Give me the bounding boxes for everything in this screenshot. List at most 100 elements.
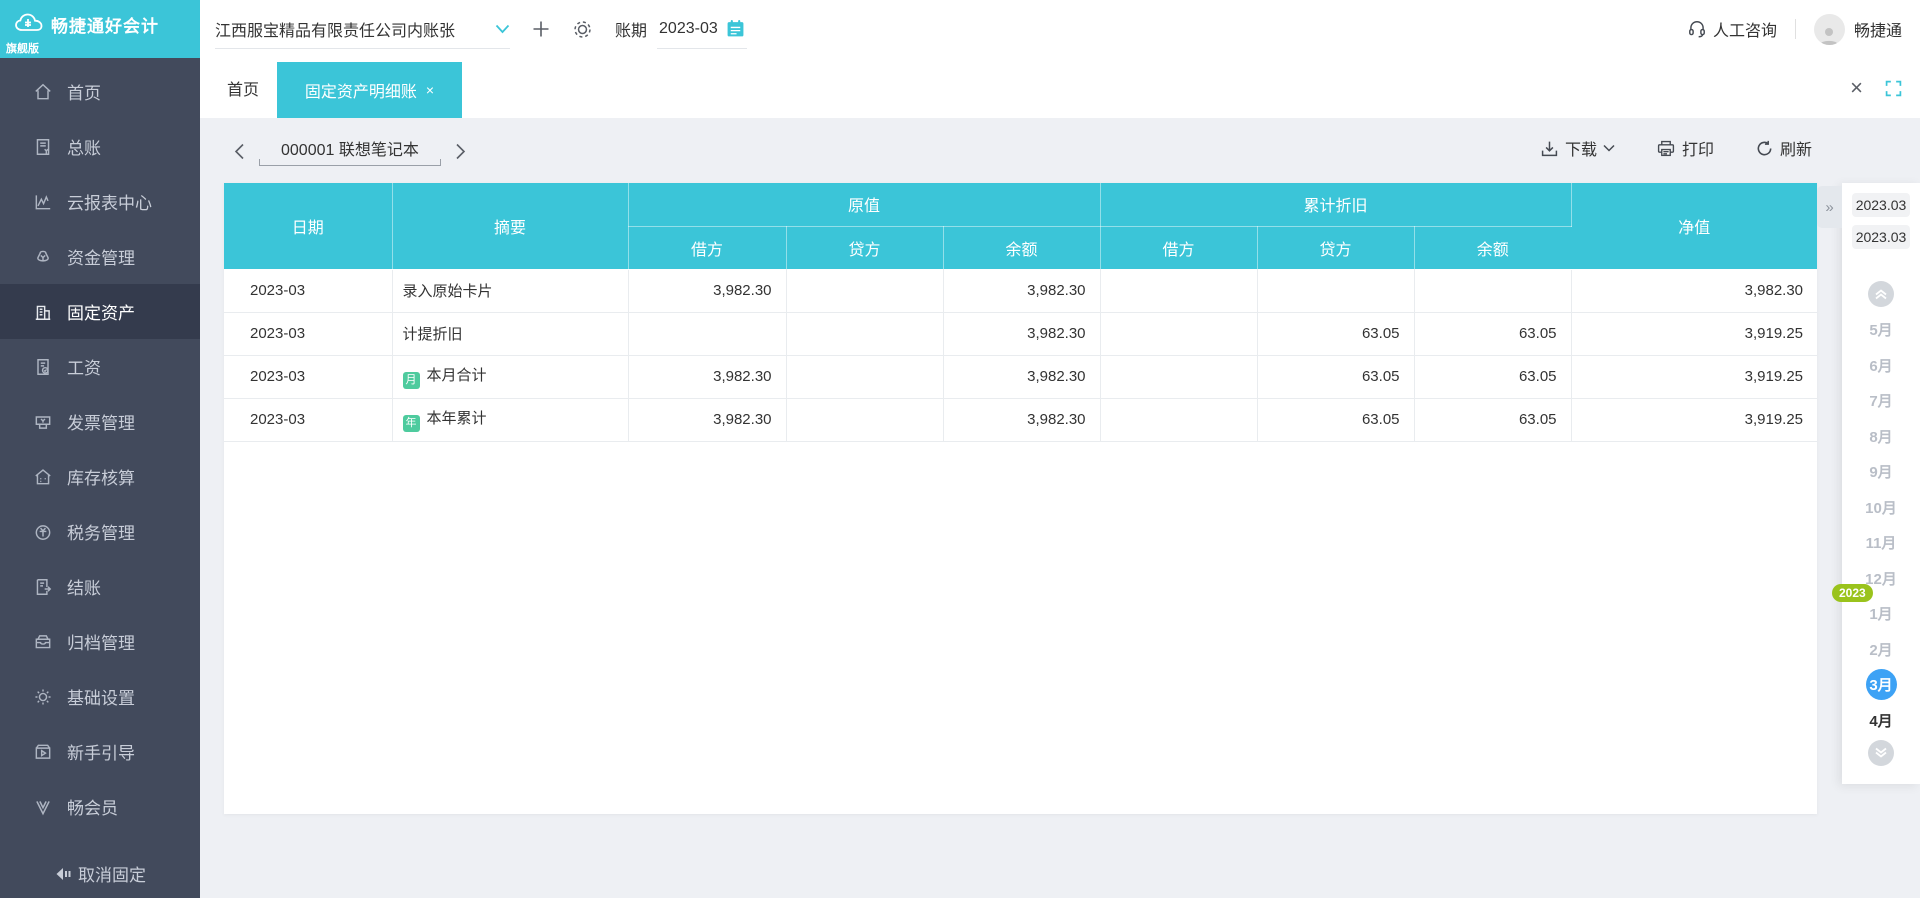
month-item[interactable]: 4月 [1869, 712, 1893, 730]
sidebar-item-label: 畅会员 [67, 799, 118, 818]
sidebar-item-inventory[interactable]: 库存核算 [0, 449, 200, 504]
month-item[interactable]: 6月 [1869, 357, 1893, 375]
support-label: 人工咨询 [1712, 23, 1777, 40]
ledger-icon [33, 137, 53, 157]
cell-summary: 年本年累计 [392, 398, 629, 442]
fullscreen-icon[interactable] [1885, 80, 1902, 97]
gear-icon [574, 20, 591, 38]
sidebar-item-guide[interactable]: 新手引导 [0, 724, 200, 779]
refresh-button[interactable]: 刷新 [1756, 136, 1812, 160]
chevron-up-icon [1875, 289, 1887, 300]
asset-record-selector[interactable]: 000001 联想笔记本 [259, 136, 441, 166]
sidebar-item-tax[interactable]: 税务管理 [0, 504, 200, 559]
cell-net: 3,919.25 [1571, 312, 1818, 356]
sidebar-item-label: 固定资产 [67, 304, 135, 323]
month-item[interactable]: 2月 [1869, 641, 1893, 659]
add-account-button[interactable] [532, 20, 550, 38]
next-record-icon[interactable] [449, 139, 472, 164]
sidebar-item-general-ledger[interactable]: 总账 [0, 119, 200, 174]
support-button[interactable]: 人工咨询 [1687, 17, 1777, 41]
prev-record-icon[interactable] [228, 139, 251, 164]
sidebar-item-cloud-report[interactable]: 云报表中心 [0, 174, 200, 229]
avatar[interactable] [1813, 13, 1845, 45]
sidebar-item-member[interactable]: 畅会员 [0, 779, 200, 834]
col-header-debit: 借方 [628, 226, 787, 269]
table-row: 2023-03 计提折旧 3,982.30 63.05 63.05 3,919.… [224, 312, 1818, 356]
month-item[interactable]: 12月 [1865, 570, 1897, 588]
months-scroll-up-button[interactable] [1868, 281, 1894, 307]
asset-record-nav: 000001 联想笔记本 [228, 132, 472, 170]
collapse-icon [56, 867, 71, 880]
month-item[interactable]: 9月 [1869, 464, 1893, 482]
month-item[interactable]: 1月 [1869, 606, 1893, 624]
sidebar-item-label: 基础设置 [67, 689, 135, 708]
period-panel-expander[interactable]: » [1817, 186, 1842, 228]
col-header-summary: 摘要 [392, 183, 629, 270]
company-selector[interactable]: 江西服宝精品有限责任公司内账张 [215, 9, 510, 49]
cell-summary: 计提折旧 [392, 312, 629, 356]
period-picker[interactable]: 2023-03 [657, 9, 747, 49]
tab-home[interactable]: 首页 [226, 82, 259, 99]
sidebar-item-closing[interactable]: 结账 [0, 559, 200, 614]
print-icon [1657, 140, 1675, 156]
print-label: 打印 [1681, 142, 1714, 159]
months-scroll-down-button[interactable] [1868, 740, 1894, 766]
username[interactable]: 畅捷通 [1853, 23, 1902, 40]
cell-ov-balance: 3,982.30 [943, 312, 1101, 356]
sidebar-item-label: 云报表中心 [67, 194, 152, 213]
inventory-icon [33, 467, 53, 487]
account-settings-button[interactable] [572, 19, 593, 40]
cell-ov-credit [786, 398, 944, 442]
month-item[interactable]: 7月 [1869, 393, 1893, 411]
sidebar-item-settings[interactable]: 基础设置 [0, 669, 200, 724]
settings-icon [33, 687, 53, 707]
download-button[interactable]: 下载 [1541, 136, 1615, 160]
refresh-label: 刷新 [1779, 142, 1812, 159]
month-item-selected[interactable]: 3月 [1842, 667, 1920, 703]
sidebar-item-home[interactable]: 首页 [0, 64, 200, 119]
download-label: 下载 [1564, 142, 1597, 159]
month-item[interactable]: 11月 [1865, 535, 1897, 553]
sidebar-item-fund[interactable]: 资金管理 [0, 229, 200, 284]
tab-fixed-asset-ledger[interactable]: 固定资产明细账 × [277, 62, 462, 118]
cell-net: 3,982.30 [1571, 269, 1818, 313]
cell-dep-debit [1100, 355, 1258, 399]
cell-ov-debit: 3,982.30 [628, 355, 787, 399]
sidebar-item-archive[interactable]: 归档管理 [0, 614, 200, 669]
home-icon [33, 82, 53, 102]
sidebar-item-fixed-assets[interactable]: 固定资产 [0, 284, 200, 339]
unpin-label: 取消固定 [78, 866, 146, 885]
unpin-sidebar-button[interactable]: 取消固定 [0, 861, 200, 886]
archive-icon [33, 632, 53, 652]
cell-date: 2023-03 [224, 269, 393, 313]
refresh-icon [1757, 140, 1772, 155]
col-group-original: 原值 [628, 183, 1101, 227]
col-group-accumulated: 累计折旧 [1100, 183, 1572, 227]
sidebar-menu: 首页 总账 云报表中心 资金管理 固定资产 工资 [0, 58, 200, 834]
app-logo[interactable]: 畅捷通好会计 旗舰版 [0, 0, 200, 58]
period-chip-compare[interactable]: 2023.03 [1852, 225, 1910, 249]
period-chip-current[interactable]: 2023.03 [1852, 193, 1910, 217]
month-item[interactable]: 10月 [1865, 499, 1897, 517]
month-tag-icon: 月 [402, 372, 420, 389]
period-panel: 2023.03 2023.03 2023 5月 6月 7月 8月 9月 10月 … [1832, 183, 1920, 784]
cell-date: 2023-03 [224, 355, 393, 399]
cell-dep-balance: 63.05 [1414, 355, 1572, 399]
month-item[interactable]: 8月 [1869, 428, 1893, 446]
topbar: 江西服宝精品有限责任公司内账张 账期 2023-03 人工咨询 [200, 0, 1920, 58]
cell-ov-debit: 3,982.30 [628, 269, 787, 313]
col-header-balance: 余额 [943, 226, 1101, 269]
tab-close-icon[interactable]: × [425, 82, 435, 98]
close-view-icon[interactable]: × [1850, 75, 1863, 100]
sidebar-item-label: 发票管理 [67, 414, 135, 433]
month-item[interactable]: 5月 [1869, 322, 1893, 340]
cloud-icon [14, 12, 44, 36]
sidebar-item-salary[interactable]: 工资 [0, 339, 200, 394]
cell-dep-debit [1100, 312, 1258, 356]
sidebar-item-invoice[interactable]: 发票管理 [0, 394, 200, 449]
col-header-credit: 贷方 [786, 226, 944, 269]
sidebar-item-label: 总账 [67, 139, 101, 158]
table-row-year-total: 2023-03 年本年累计 3,982.30 3,982.30 63.05 63… [224, 398, 1818, 442]
table-row: 2023-03 录入原始卡片 3,982.30 3,982.30 3,982.3… [224, 269, 1818, 313]
print-button[interactable]: 打印 [1657, 136, 1714, 160]
